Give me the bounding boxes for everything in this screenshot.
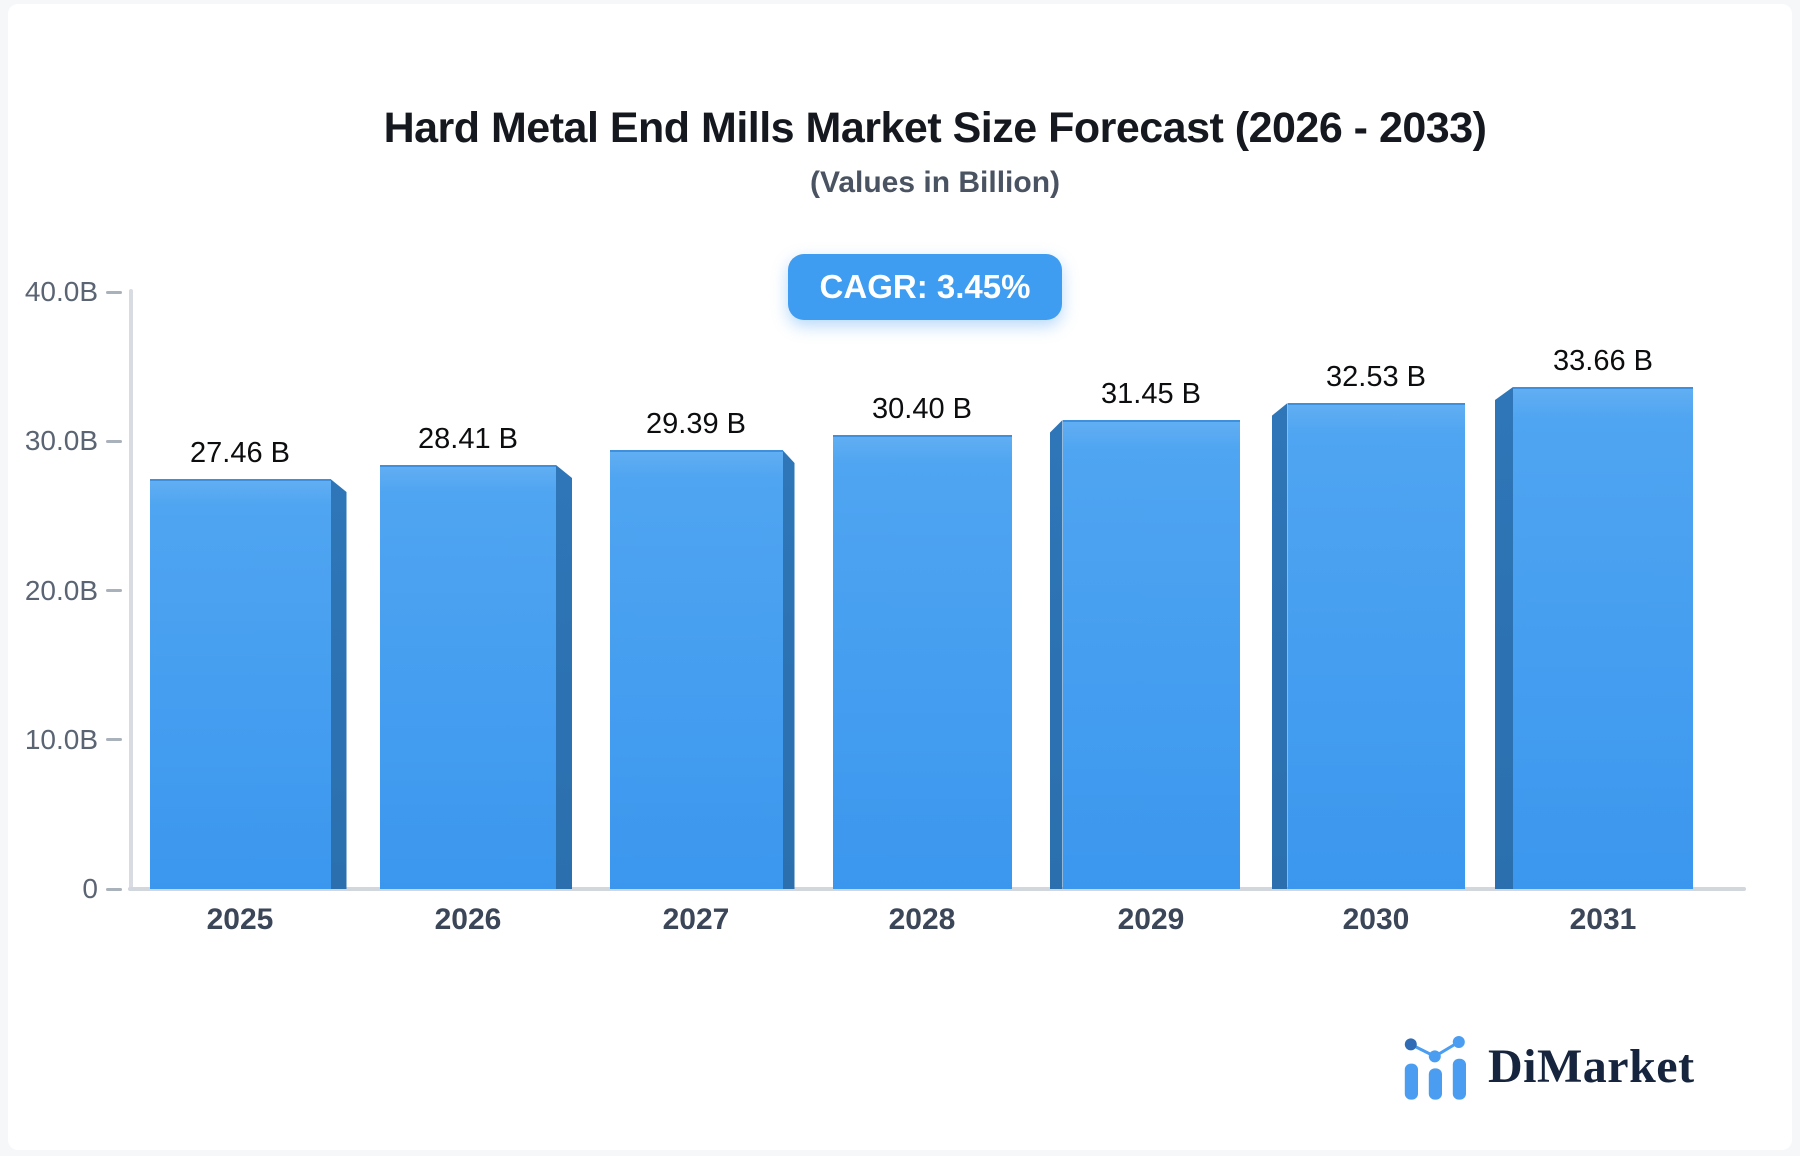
x-tick-label: 2026 <box>434 903 502 936</box>
cagr-badge: CAGR: 3.45% <box>788 254 1062 320</box>
y-tick-label: 30.0B <box>24 425 98 457</box>
y-tick-label: 0 <box>82 873 98 904</box>
bar-side <box>1049 420 1063 889</box>
x-tick-label: 2028 <box>888 903 956 936</box>
y-axis-line <box>129 289 133 891</box>
bar <box>380 465 556 889</box>
bar <box>609 450 783 889</box>
x-tick-label: 2025 <box>206 903 274 936</box>
bar <box>1287 403 1465 889</box>
y-tick-dash <box>106 589 122 592</box>
brand-name: DiMarket <box>1488 1039 1695 1093</box>
bar-value-label: 31.45 B <box>1101 378 1201 410</box>
bar-value-label: 33.66 B <box>1553 345 1653 377</box>
bar-chart-with-dots-icon <box>1404 1036 1466 1100</box>
bar <box>1513 387 1693 889</box>
x-axis-line <box>128 887 1746 891</box>
y-tick-dash <box>106 887 122 891</box>
bar-side <box>1495 387 1513 889</box>
bar-side <box>1271 403 1288 889</box>
y-tick-dash <box>106 738 122 742</box>
brand-logo: DiMarket <box>1400 1030 1695 1102</box>
x-tick-label: 2030 <box>1342 903 1410 936</box>
y-tick-dash <box>106 290 122 294</box>
bar-value-label: 30.40 B <box>872 393 972 425</box>
y-tick-label: 10.0B <box>24 723 98 755</box>
chart-title: Hard Metal End Mills Market Size Forecas… <box>383 104 1487 152</box>
x-tick-label: 2027 <box>662 903 730 936</box>
bar-side <box>782 450 795 889</box>
y-tick-label: 40.0B <box>24 276 98 307</box>
chart-subtitle: (Values in Billion) <box>809 166 1061 199</box>
bar-value-label: 28.41 B <box>418 423 518 455</box>
x-tick-label: 2031 <box>1569 903 1637 936</box>
bar <box>1062 420 1240 889</box>
bar-side <box>556 465 572 889</box>
bar <box>149 479 331 889</box>
bar <box>832 435 1012 889</box>
bar-side <box>330 479 347 889</box>
y-tick-dash <box>106 439 122 443</box>
bar-value-label: 29.39 B <box>646 408 746 440</box>
bar-value-label: 27.46 B <box>190 437 290 469</box>
bar-value-label: 32.53 B <box>1326 361 1426 393</box>
y-tick-label: 20.0B <box>24 574 98 606</box>
x-tick-label: 2029 <box>1117 903 1185 936</box>
